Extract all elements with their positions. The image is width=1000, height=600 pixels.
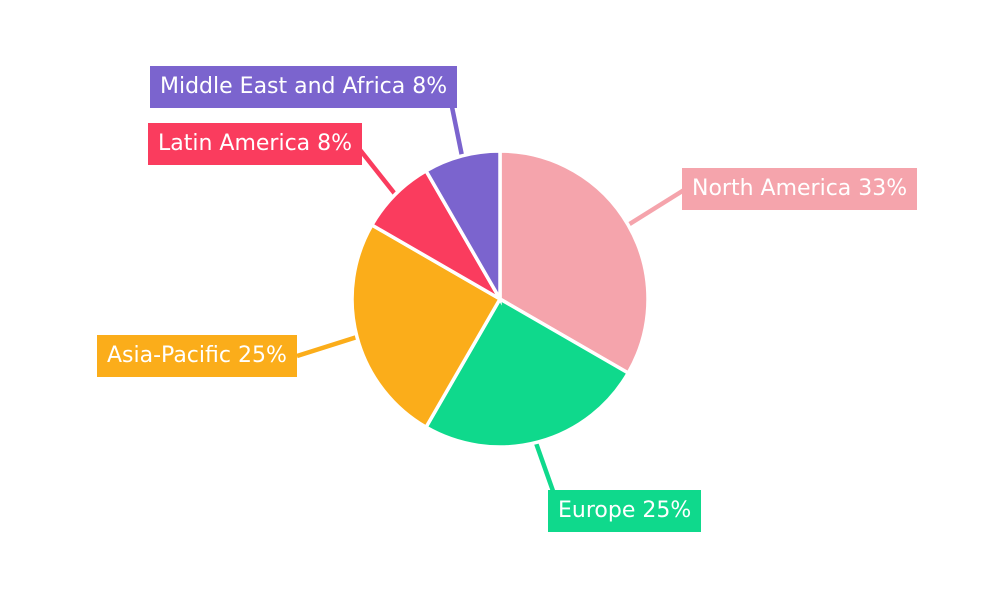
slice-label-north-america: North America 33%	[682, 168, 918, 210]
pie-slice-europe[interactable]	[423, 296, 631, 449]
leader-line-north-america	[626, 188, 686, 227]
pie-slice-north-america[interactable]	[498, 149, 650, 376]
pie-slice-asia-pacific[interactable]	[350, 222, 503, 430]
leader-line-asia-pacific	[296, 334, 358, 359]
slice-label-europe: Europe 25%	[548, 490, 702, 532]
slice-label-latin-america: Latin America 8%	[148, 123, 363, 165]
leader-line-middle-east-and-africa	[449, 106, 465, 157]
pie-slice-middle-east-and-africa[interactable]	[423, 149, 502, 306]
slice-label-asia-pacific: Asia-Pacific 25%	[97, 335, 297, 377]
slice-label-middle-east-and-africa: Middle East and Africa 8%	[150, 66, 458, 108]
pie-wedges-group	[350, 149, 650, 449]
leader-line-europe	[533, 442, 556, 492]
